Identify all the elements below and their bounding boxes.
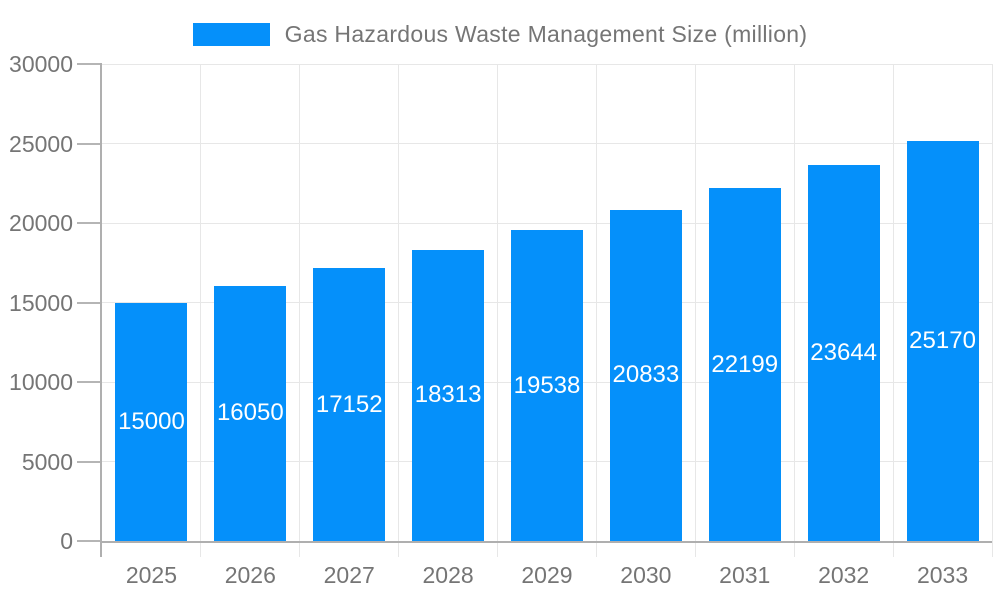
y-axis-label: 0 xyxy=(60,528,73,554)
y-axis-label: 30000 xyxy=(9,51,73,77)
y-axis-tick xyxy=(77,381,100,383)
bar-value-label: 20833 xyxy=(612,361,680,389)
y-axis-label: 20000 xyxy=(9,210,73,236)
x-gridline xyxy=(595,64,597,557)
bar-2026[interactable]: 16050 xyxy=(214,285,287,541)
legend-swatch-icon xyxy=(192,23,270,46)
bar-2032[interactable]: 23644 xyxy=(807,165,880,541)
y-axis-label: 5000 xyxy=(21,448,73,475)
y-axis-line xyxy=(100,63,102,557)
y-axis-label: 25000 xyxy=(9,130,73,157)
bar-value-label: 16050 xyxy=(216,399,284,427)
bar-2029[interactable]: 19538 xyxy=(511,230,583,541)
x-gridline xyxy=(299,64,301,557)
legend: Gas Hazardous Waste Management Size (mil… xyxy=(0,21,1000,48)
y-gridline xyxy=(102,222,992,224)
x-gridline xyxy=(497,64,499,557)
x-axis-line xyxy=(100,541,992,543)
x-axis-label: 2029 xyxy=(521,562,573,588)
bar-2027[interactable]: 17152 xyxy=(313,268,386,541)
x-gridline xyxy=(398,64,400,557)
bar-value-label: 23644 xyxy=(810,339,878,367)
bar-value-label: 22199 xyxy=(711,350,779,378)
x-gridline xyxy=(793,64,795,557)
x-axis-label: 2033 xyxy=(916,562,969,588)
legend-label: Gas Hazardous Waste Management Size (mil… xyxy=(284,21,808,47)
x-axis-label: 2026 xyxy=(224,562,276,588)
y-axis-tick xyxy=(77,63,100,65)
y-axis-tick xyxy=(77,540,100,542)
x-axis-label: 2028 xyxy=(422,562,474,588)
bar-2028[interactable]: 18313 xyxy=(412,249,485,541)
x-gridline xyxy=(991,64,993,557)
bar-2030[interactable]: 20833 xyxy=(609,209,682,541)
bar-2033[interactable]: 25170 xyxy=(906,140,979,541)
y-axis-tick xyxy=(77,222,100,224)
bar-2025[interactable]: 15000 xyxy=(115,302,188,541)
bar-value-label: 18313 xyxy=(414,381,482,409)
bar-value-label: 19538 xyxy=(513,371,581,399)
y-axis-label: 15000 xyxy=(9,289,73,316)
y-gridline xyxy=(102,143,992,144)
y-axis-tick xyxy=(77,460,100,463)
x-axis-label: 2032 xyxy=(818,562,870,588)
x-axis-label: 2025 xyxy=(125,562,178,588)
x-gridline xyxy=(200,64,202,557)
x-axis-label: 2031 xyxy=(719,562,771,588)
plot-area: 0 5000 10000 15000 20000 25000 30000 15000 2025 1… xyxy=(9,51,993,588)
legend-item[interactable]: Gas Hazardous Waste Management Size (mil… xyxy=(192,21,808,48)
y-axis-label: 10000 xyxy=(9,369,73,395)
y-gridline xyxy=(102,63,992,65)
x-axis-label: 2030 xyxy=(620,562,672,588)
bar-value-label: 17152 xyxy=(315,390,383,418)
x-axis-label: 2027 xyxy=(323,562,375,588)
x-gridline xyxy=(694,64,696,557)
bar-value-label: 15000 xyxy=(118,407,185,435)
bar-2031[interactable]: 22199 xyxy=(708,188,781,541)
x-gridline xyxy=(892,64,894,557)
y-axis-tick xyxy=(77,301,100,304)
y-axis-tick xyxy=(77,142,100,145)
bar-value-label: 25170 xyxy=(909,326,976,354)
